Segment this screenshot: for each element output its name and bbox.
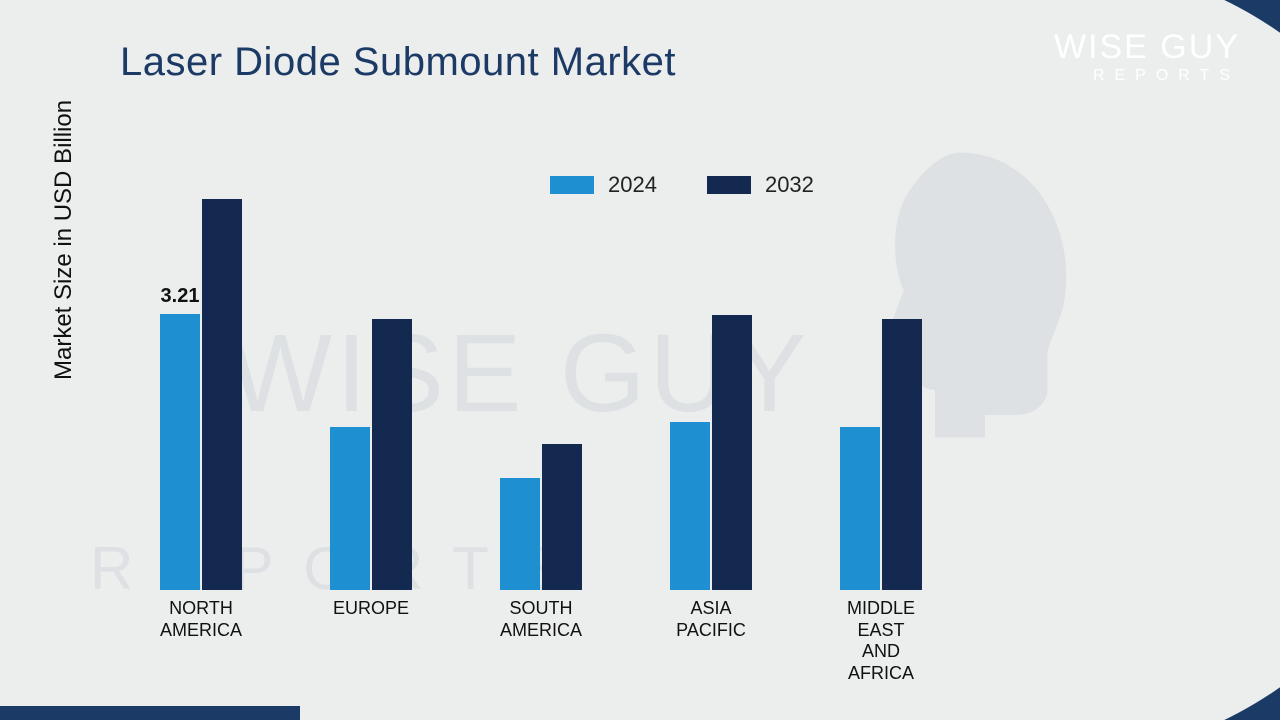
bar: [542, 444, 582, 590]
bar-pair: [640, 160, 782, 590]
category-label: EUROPE: [333, 598, 409, 620]
bar-pair: [810, 160, 952, 590]
footer-accent-bar: [0, 706, 300, 720]
chart-plot: 3.21NORTH AMERICAEUROPESOUTH AMERICAASIA…: [100, 160, 950, 590]
chart-title: Laser Diode Submount Market: [120, 40, 676, 85]
category-label: ASIA PACIFIC: [676, 598, 746, 641]
bar: [670, 422, 710, 590]
bar-group: EUROPE: [300, 160, 442, 590]
brand-logo: WISE GUY REPORTS: [1054, 30, 1240, 84]
category-label: SOUTH AMERICA: [500, 598, 582, 641]
brand-logo-line1: WISE GUY: [1054, 30, 1240, 64]
bar-group: ASIA PACIFIC: [640, 160, 782, 590]
canvas: WISE GUY REPORTS Laser Diode Submount Ma…: [0, 0, 1280, 720]
bar: [202, 199, 242, 590]
bar: [372, 319, 412, 590]
bar: [712, 315, 752, 590]
bar-group: 3.21NORTH AMERICA: [130, 160, 272, 590]
category-label: NORTH AMERICA: [160, 598, 242, 641]
category-label: MIDDLE EAST AND AFRICA: [847, 598, 915, 684]
bar: [500, 478, 540, 590]
bar-group: MIDDLE EAST AND AFRICA: [810, 160, 952, 590]
bar-pair: [130, 160, 272, 590]
bar: [882, 319, 922, 590]
bar: [160, 314, 200, 590]
chart-area: 3.21NORTH AMERICAEUROPESOUTH AMERICAASIA…: [100, 160, 950, 590]
y-axis-label: Market Size in USD Billion: [50, 100, 78, 380]
bar: [840, 427, 880, 590]
brand-logo-line2: REPORTS: [1054, 68, 1240, 84]
bar-pair: [470, 160, 612, 590]
bar-pair: [300, 160, 442, 590]
bar-group: SOUTH AMERICA: [470, 160, 612, 590]
bar: [330, 427, 370, 590]
